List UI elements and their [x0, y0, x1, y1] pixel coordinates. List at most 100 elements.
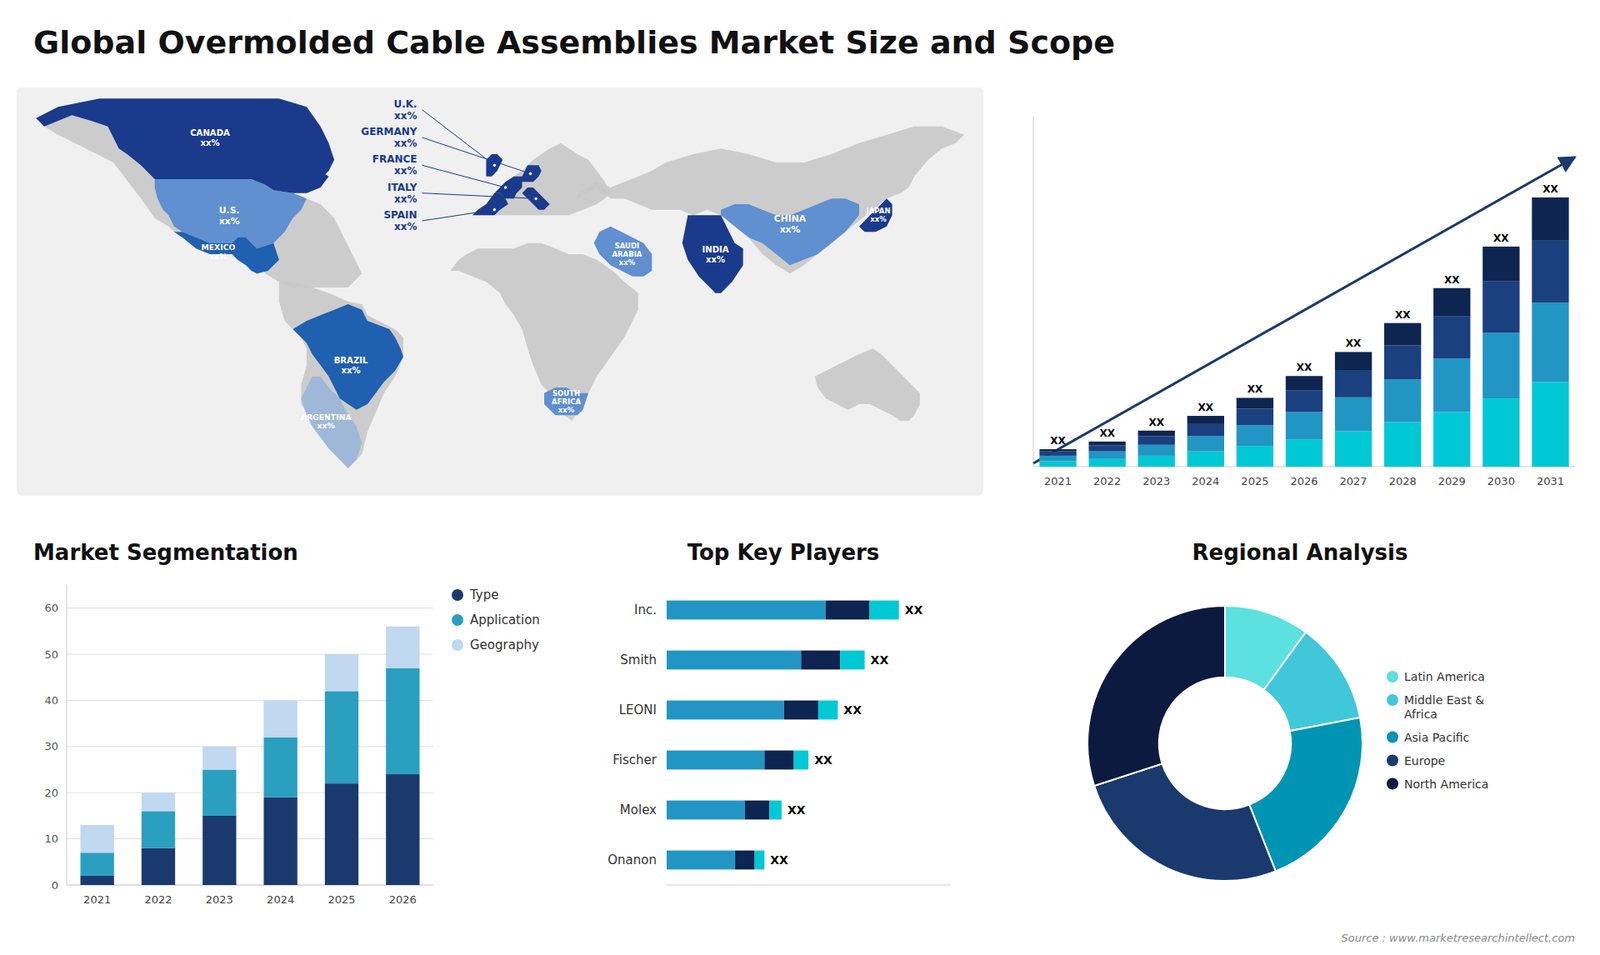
country-region: [859, 198, 893, 232]
bar-segment: [1236, 445, 1274, 467]
y-axis-line: [66, 585, 68, 885]
x-tick-label: 2024: [1191, 475, 1220, 488]
x-tick-label: 2024: [266, 893, 295, 906]
country-label-line: FRANCE: [372, 153, 418, 165]
callout-dot: [528, 171, 532, 175]
legend-label: Geography: [470, 637, 540, 653]
bar-segment: [1088, 445, 1125, 451]
grid-line: [66, 885, 434, 886]
country-region: [522, 187, 550, 210]
bar-chart: 2021202220232024202520262027202820292030…: [1033, 116, 1575, 488]
hbar-chart: Top Key PlayersInc.SmithLEONIFischerMole…: [607, 540, 950, 885]
bar-segment: [141, 848, 175, 885]
bar-segment: [385, 774, 420, 885]
bar-segment: [1384, 379, 1421, 422]
bar-segment: [755, 850, 765, 870]
x-tick-label: 2030: [1487, 475, 1515, 488]
country-label-line: xx%: [200, 137, 220, 147]
bar-segment: [1138, 455, 1175, 467]
x-tick-label: 2023: [205, 893, 234, 906]
bar-segment: [1531, 240, 1569, 303]
country-label: SOUTHAFRICAxx%: [551, 389, 581, 415]
bar-segment: [1285, 411, 1323, 440]
total-label: XX: [1493, 232, 1510, 245]
bar-segment: [1088, 459, 1125, 467]
bar-segment: [1384, 323, 1421, 346]
country-label-line: xx%: [870, 215, 887, 224]
bar-segment: [1088, 441, 1125, 446]
total-label: XX: [1296, 361, 1313, 374]
country-label: CHINAxx%: [774, 212, 807, 235]
country-label-line: GERMANY: [360, 125, 418, 138]
x-tick-label: 2028: [1389, 475, 1417, 488]
bar-segment: [1187, 435, 1225, 451]
country-label-line: U.K.: [393, 98, 417, 110]
legend-label: Middle East &Africa: [1404, 693, 1485, 721]
map: U.S.xx%CANADAxx%MEXICOxx%BRAZILxx%ARGENT…: [16, 87, 984, 496]
bar-segment: [141, 792, 175, 811]
country-label-line: CHINA: [774, 212, 807, 224]
total-label: XX: [770, 853, 789, 867]
bar-segment: [1236, 397, 1274, 409]
x-tick-label: 2029: [1438, 475, 1466, 488]
bar-segment: [264, 700, 298, 737]
total-label: XX: [1345, 337, 1362, 350]
bars: [666, 600, 900, 870]
legend-marker: [451, 589, 464, 601]
country-label-line: INDIA: [701, 245, 729, 255]
total-label: XX: [1050, 435, 1066, 447]
legend-marker: [1386, 755, 1399, 767]
y-tick-label: Fischer: [612, 752, 658, 768]
bar-segment: [1433, 411, 1470, 467]
country-region: [682, 215, 744, 293]
bar-segment: [1433, 315, 1470, 359]
continent: [279, 281, 404, 468]
bar-segment: [735, 850, 755, 870]
bar-segment: [666, 600, 826, 620]
y-tick-label: 50: [44, 648, 59, 661]
country-label-line: xx%: [317, 420, 336, 430]
bar-segment: [80, 852, 115, 876]
grid-line: [66, 792, 434, 794]
country-label-line: xx%: [394, 193, 418, 205]
bar-segment: [794, 750, 810, 770]
x-tick-label: 2021: [1044, 475, 1072, 488]
bars: [1039, 197, 1569, 467]
bar-segment: [141, 810, 175, 848]
bar-segment: [818, 700, 838, 720]
donut-slice: [1094, 763, 1276, 881]
bar-segment: [1335, 397, 1372, 432]
legend-marker: [451, 614, 464, 626]
continent: [577, 126, 965, 275]
country-label-line: CANADA: [190, 128, 230, 138]
bar-segment: [1039, 449, 1076, 452]
page-title: Global Overmolded Cable Assemblies Marke…: [33, 24, 1115, 61]
country-label: INDIAxx%: [701, 245, 729, 265]
country-label-line: AFRICA: [551, 397, 581, 406]
x-tick-label: 2022: [144, 893, 172, 906]
x-tick-label: 2025: [1240, 475, 1269, 488]
y-axis-line: [1033, 116, 1035, 467]
x-axis-line: [66, 885, 434, 886]
legend: TypeApplicationGeography: [451, 587, 540, 653]
chart-title: Top Key Players: [687, 540, 880, 565]
chart-title: Regional Analysis: [1192, 540, 1409, 565]
bar-segment: [745, 800, 770, 820]
y-tick-label: Molex: [620, 802, 657, 818]
bar-segment: [1335, 370, 1372, 398]
total-label: XX: [1099, 427, 1115, 440]
bar-segment: [325, 783, 359, 885]
country-label-line: xx%: [558, 405, 575, 415]
country-region: [485, 176, 522, 200]
bar-segment: [1236, 409, 1274, 426]
country-label: U.K.xx%: [393, 98, 417, 122]
bar-segment: [666, 700, 785, 720]
grid-line: [66, 654, 434, 655]
bar-segment: [1384, 421, 1421, 467]
bar-segment: [264, 797, 298, 885]
grid-line: [66, 745, 434, 747]
bars: [80, 626, 420, 885]
x-tick-label: 2023: [1142, 475, 1170, 488]
country-label: BRAZILxx%: [334, 355, 369, 375]
bar-chart: Market Segmentation010203040506020212022…: [33, 540, 434, 906]
